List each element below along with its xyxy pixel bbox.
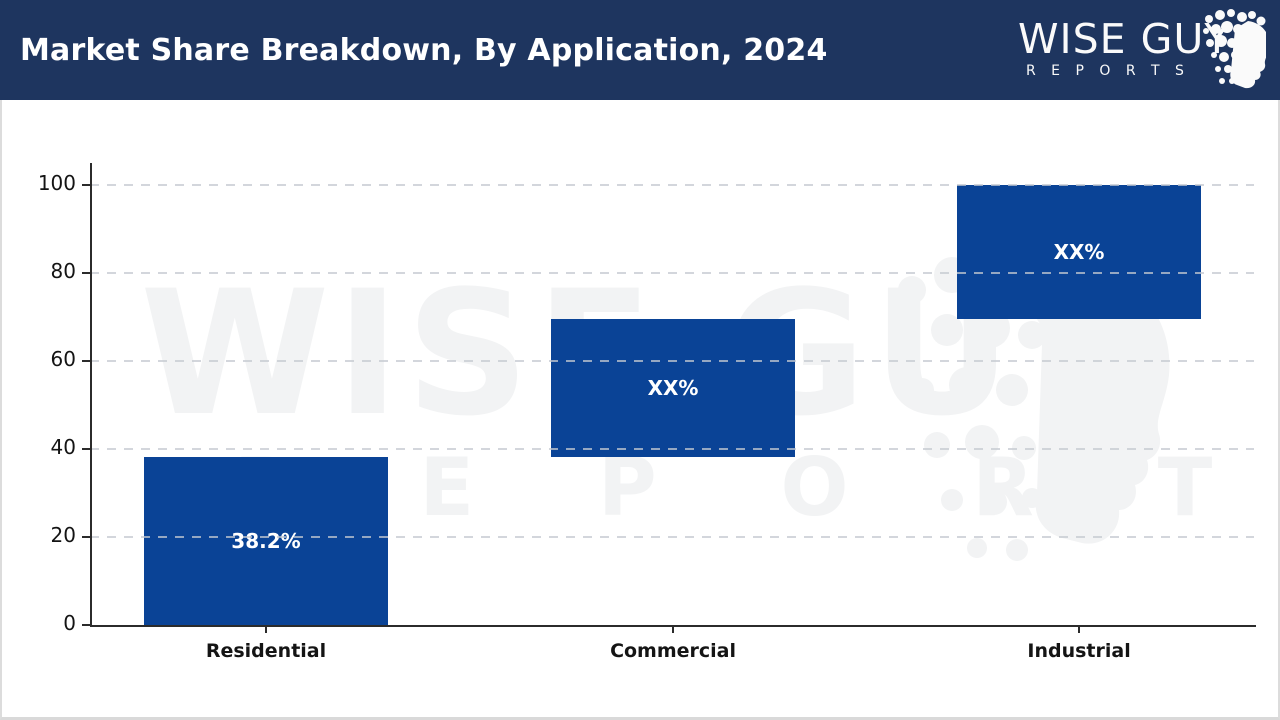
x-category-label: Commercial xyxy=(610,640,737,662)
bar-value-label: XX% xyxy=(1053,240,1105,265)
logo-subtext: R E P O R T S xyxy=(1026,63,1189,79)
y-tick-label: 40 xyxy=(50,435,76,459)
gridline-40 xyxy=(90,448,1254,450)
gridline-100 xyxy=(90,184,1254,186)
bar-commercial: XX% xyxy=(551,319,796,457)
y-tick-label: 100 xyxy=(37,171,76,195)
gridline-60 xyxy=(90,360,1254,362)
watermark-face-icon xyxy=(897,253,1170,561)
y-tick-mark xyxy=(82,272,90,274)
y-tick-mark xyxy=(82,536,90,538)
header-bar: Market Share Breakdown, By Application, … xyxy=(0,0,1280,100)
bar-industrial: XX% xyxy=(957,185,1202,320)
page-title: Market Share Breakdown, By Application, … xyxy=(20,32,828,68)
y-tick-label: 60 xyxy=(50,347,76,371)
chart-canvas: WISE GUY R E P O R T S 38.2%ResidentialX… xyxy=(0,100,1280,720)
x-tick-mark xyxy=(672,625,675,633)
logo-wordmark-text: WISE GUY xyxy=(1018,15,1230,63)
x-category-label: Residential xyxy=(205,640,327,662)
x-category-label: Industrial xyxy=(1027,640,1131,662)
y-tick-mark xyxy=(82,448,90,450)
y-tick-label: 20 xyxy=(50,523,76,547)
y-tick-mark xyxy=(82,184,90,186)
y-tick-mark xyxy=(82,360,90,362)
y-tick-mark xyxy=(82,624,90,626)
dotted-face-icon xyxy=(1203,9,1266,89)
x-tick-mark xyxy=(264,625,267,633)
bar-residential: 38.2% xyxy=(143,456,388,625)
bar-value-label: 38.2% xyxy=(231,528,301,553)
gridline-20 xyxy=(90,536,1254,538)
x-tick-mark xyxy=(1078,625,1081,633)
gridline-80 xyxy=(90,272,1254,274)
y-tick-label: 0 xyxy=(63,611,76,635)
bar-value-label: XX% xyxy=(647,376,699,401)
y-tick-label: 80 xyxy=(50,259,76,283)
wise-guy-reports-logo: WISE GUY R E P O R T S xyxy=(1018,9,1266,89)
